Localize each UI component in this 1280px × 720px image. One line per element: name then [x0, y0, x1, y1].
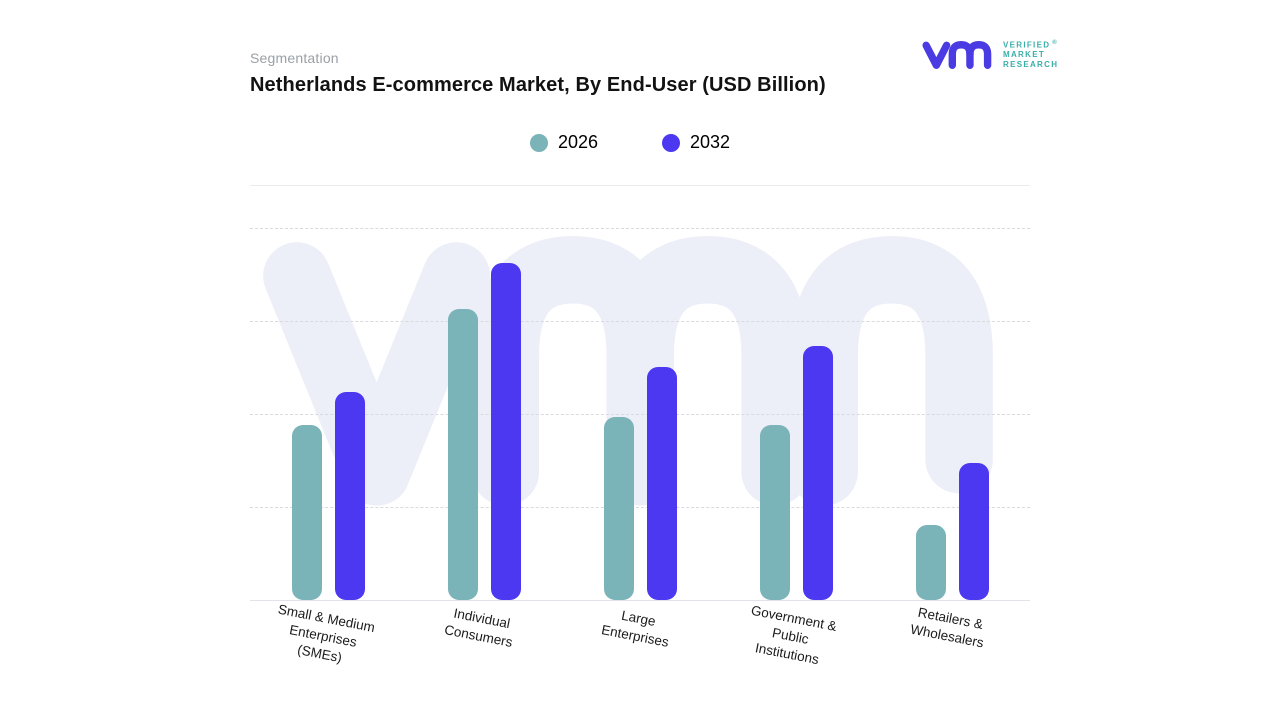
chart-legend: 2026 2032 [250, 132, 1010, 153]
bar-group-small-medium-enterprises-smes [291, 392, 365, 600]
x-axis-label-retailers-wholesalers: Retailers & Wholesalers [909, 604, 985, 651]
x-axis-labels: Small & Medium Enterprises (SMEs) Individ… [250, 602, 1030, 668]
brand-line-research: RESEARCH [1003, 60, 1059, 70]
x-axis-label-cell: Retailers & Wholesalers [874, 605, 1030, 665]
bar-2026-retailers-wholesalers[interactable] [915, 525, 946, 600]
bar-group-large-enterprises [603, 367, 677, 600]
brand-line-verified: VERIFIED [1003, 40, 1051, 50]
legend-marker-2026-icon [529, 133, 548, 152]
page-title: Netherlands E-commerce Market, By End-Us… [250, 74, 826, 96]
bar-2032-small-medium-enterprises-smes[interactable] [334, 392, 365, 600]
bar-2026-government-public-institutions[interactable] [759, 425, 790, 600]
bar-group-retailers-wholesalers [915, 463, 989, 600]
plot-top-border [250, 185, 1030, 186]
x-axis-label-small-medium-enterprises-smes: Small & Medium Enterprises (SMEs) [276, 601, 377, 666]
gridline [250, 228, 1030, 229]
bar-groups [250, 185, 1030, 600]
bar-group-individual-consumers [447, 263, 521, 600]
x-axis-label-government-public-institutions: Government & Public Institutions [750, 602, 839, 668]
gridline [250, 414, 1030, 415]
legend-marker-2032-icon [662, 133, 680, 152]
bar-2026-small-medium-enterprises-smes[interactable] [291, 425, 322, 600]
vmr-watermark-icon [254, 227, 1002, 532]
gridline [250, 507, 1030, 508]
legend-item[interactable]: 2032 [662, 132, 730, 153]
plot-area [250, 185, 1030, 601]
brand-line-market: MARKET [1003, 50, 1046, 60]
vmr-brand-text: VERIFIED ® MARKET RESEARCH [1003, 40, 1058, 71]
x-axis-label-large-enterprises: Large Enterprises [599, 607, 670, 651]
segmentation-eyebrow: Segmentation [250, 50, 339, 66]
gridline [250, 321, 1030, 322]
bar-2032-government-public-institutions[interactable] [802, 346, 833, 600]
legend-label-2026: 2026 [557, 132, 598, 152]
vmr-logo-mark-icon [921, 35, 995, 75]
bar-2026-large-enterprises[interactable] [603, 417, 634, 600]
vmr-brand-logo: VERIFIED ® MARKET RESEARCH [921, 35, 1058, 75]
x-axis-label-cell: Individual Consumers [406, 606, 562, 665]
x-axis-label-cell: Government & Public Institutions [718, 603, 874, 668]
x-axis-line [250, 600, 1030, 601]
bar-2032-individual-consumers[interactable] [490, 263, 521, 600]
legend-item[interactable]: 2026 [529, 132, 598, 153]
x-axis-label-individual-consumers: Individual Consumers [443, 605, 515, 651]
legend-label-2032: 2032 [690, 132, 731, 152]
bar-2026-individual-consumers[interactable] [447, 309, 478, 600]
bar-2032-large-enterprises[interactable] [646, 367, 677, 600]
registered-mark: ® [1052, 39, 1059, 46]
bar-group-government-public-institutions [759, 346, 833, 600]
x-axis-label-cell: Small & Medium Enterprises (SMEs) [250, 602, 406, 666]
bar-2032-retailers-wholesalers[interactable] [958, 463, 989, 600]
x-axis-label-cell: Large Enterprises [562, 608, 718, 665]
